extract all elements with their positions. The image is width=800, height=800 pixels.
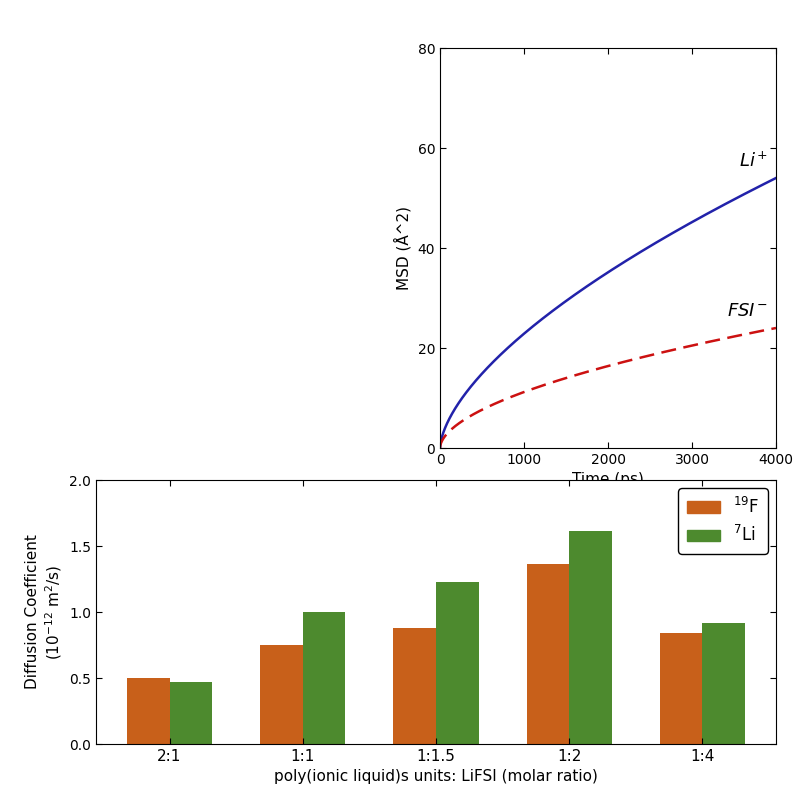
Bar [436, 582, 478, 744]
Bar [302, 612, 346, 744]
Bar [394, 628, 436, 744]
Text: Li$^+$: Li$^+$ [738, 151, 768, 170]
X-axis label: poly(ionic liquid)s units: LiFSI (molar ratio): poly(ionic liquid)s units: LiFSI (molar … [274, 770, 598, 785]
Y-axis label: MSD (Å^2): MSD (Å^2) [394, 206, 412, 290]
Legend: $^{19}$F, $^{7}$Li: $^{19}$F, $^{7}$Li [678, 488, 768, 554]
Text: FSI$^-$: FSI$^-$ [726, 302, 768, 321]
Bar [526, 565, 570, 744]
Bar [260, 645, 302, 744]
Bar [170, 682, 212, 744]
X-axis label: Time (ps): Time (ps) [572, 473, 644, 487]
Bar [660, 633, 702, 744]
Bar [127, 678, 170, 744]
Y-axis label: Diffusion Coefficient
(10$^{-12}$ m$^2$/s): Diffusion Coefficient (10$^{-12}$ m$^2$/… [25, 534, 63, 690]
Bar [702, 622, 745, 744]
Bar [570, 531, 612, 744]
